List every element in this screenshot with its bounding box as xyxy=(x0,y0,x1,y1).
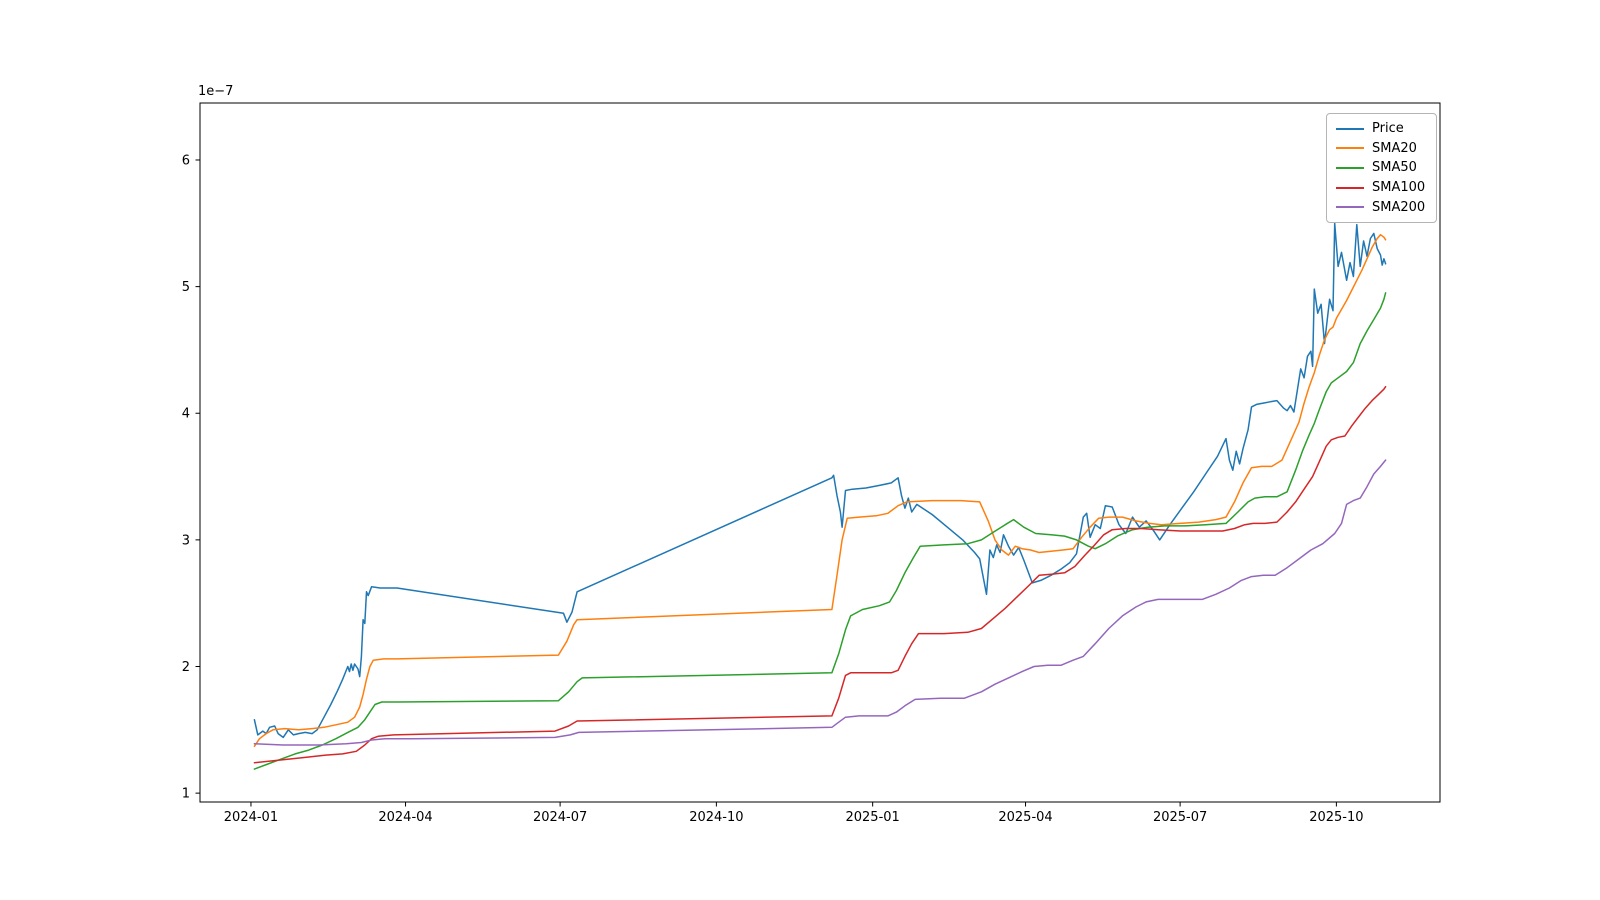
legend-label: SMA50 xyxy=(1372,160,1417,176)
x-tick-label: 2024-10 xyxy=(689,810,743,825)
legend-item-sma100: SMA100 xyxy=(1336,178,1428,198)
series-line-sma100 xyxy=(253,385,1387,764)
x-tick-label: 2025-10 xyxy=(1309,810,1363,825)
y-tick-label: 1 xyxy=(182,787,190,802)
x-tick-label: 2024-04 xyxy=(378,810,432,825)
y-axis-offset-label: 1e−7 xyxy=(198,84,234,99)
x-tick-label: 2025-04 xyxy=(998,810,1052,825)
y-tick-label: 2 xyxy=(182,660,190,675)
legend-item-sma20: SMA20 xyxy=(1336,139,1428,159)
series-line-sma200 xyxy=(253,459,1387,746)
series-line-sma20 xyxy=(253,233,1387,748)
sma100-line-swatch xyxy=(1336,186,1364,189)
x-tick-label: 2025-01 xyxy=(845,810,899,825)
sma200-line-swatch xyxy=(1336,206,1364,209)
y-tick-label: 3 xyxy=(182,533,190,548)
y-tick-label: 4 xyxy=(182,407,190,422)
legend-item-sma50: SMA50 xyxy=(1336,158,1428,178)
series-line-sma50 xyxy=(253,292,1387,770)
sma50-line-swatch xyxy=(1336,166,1364,169)
price-line-swatch xyxy=(1336,127,1364,130)
legend-label: SMA20 xyxy=(1372,140,1417,156)
legend-label: SMA200 xyxy=(1372,199,1426,215)
legend-item-sma200: SMA200 xyxy=(1336,197,1428,217)
y-tick-label: 6 xyxy=(182,153,190,168)
legend-label: SMA100 xyxy=(1372,180,1426,196)
legend-item-price: Price xyxy=(1336,119,1428,139)
sma20-line-swatch xyxy=(1336,147,1364,150)
x-tick-label: 2025-07 xyxy=(1153,810,1207,825)
x-tick-label: 2024-07 xyxy=(533,810,587,825)
axes-frame xyxy=(199,102,1441,803)
legend-label: Price xyxy=(1372,121,1404,137)
y-tick-label: 5 xyxy=(182,280,190,295)
chart-legend: Price SMA20 SMA50 SMA100 SMA200 xyxy=(1326,113,1437,223)
x-tick-label: 2024-01 xyxy=(224,810,278,825)
series-line-price xyxy=(253,222,1387,739)
